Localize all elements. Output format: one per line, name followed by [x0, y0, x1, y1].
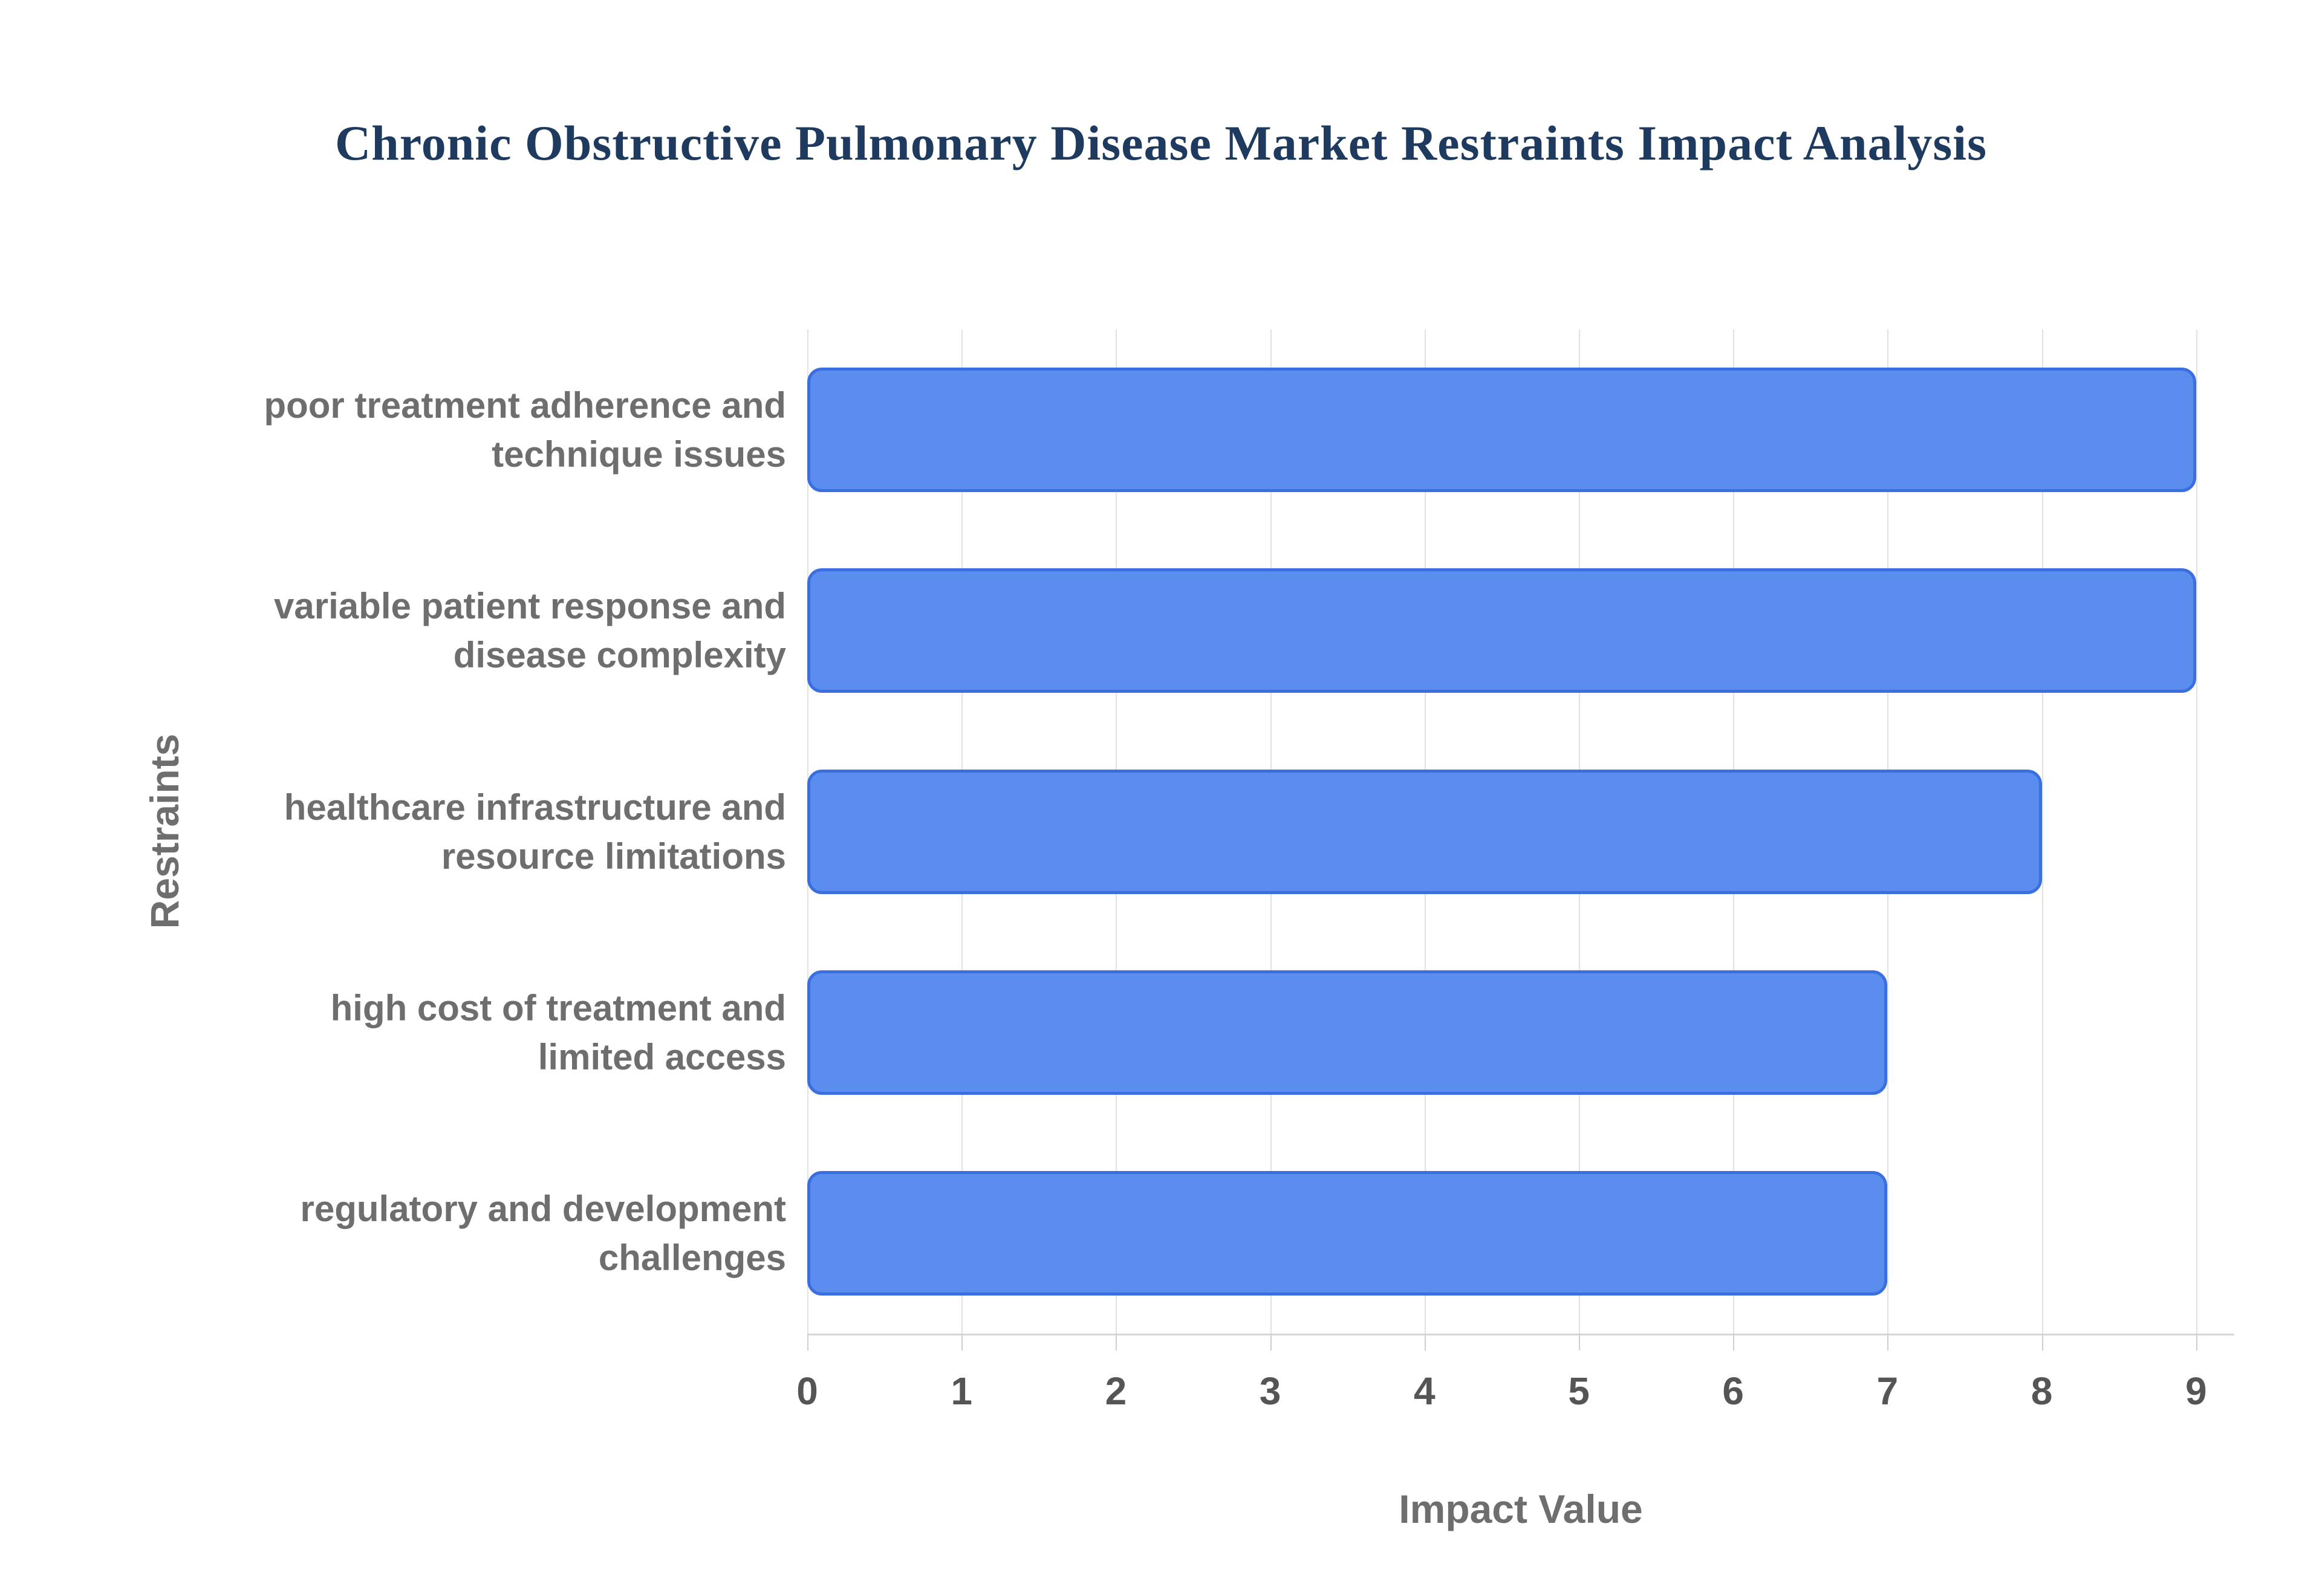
tick-label-x-1: 1 — [951, 1369, 972, 1413]
bar-2 — [807, 769, 2042, 894]
tick-label-x-8: 8 — [2031, 1369, 2053, 1413]
category-label-1: variable patient response and disease com… — [274, 586, 786, 676]
tick-mark-x-5 — [1579, 1334, 1580, 1351]
tick-mark-x-9 — [2196, 1334, 2197, 1351]
tick-mark-x-8 — [2041, 1334, 2043, 1351]
category-label-0: poor treatment adherence and technique is… — [264, 385, 786, 475]
tick-label-x-3: 3 — [1259, 1369, 1281, 1413]
tick-label-x-5: 5 — [1568, 1369, 1590, 1413]
tick-label-x-6: 6 — [1722, 1369, 1744, 1413]
bar-0 — [807, 368, 2196, 493]
chart-title: Chronic Obstructive Pulmonary Disease Ma… — [334, 115, 1988, 170]
tick-mark-x-3 — [1270, 1334, 1272, 1351]
tick-mark-x-1 — [961, 1334, 963, 1351]
x-axis-title: Impact Value — [1399, 1487, 1643, 1531]
gridline-x-8 — [2041, 329, 2043, 1334]
category-label-2: healthcare infrastructure and resource li… — [284, 787, 786, 877]
category-label-4: regulatory and development challenges — [300, 1188, 787, 1278]
tick-label-x-7: 7 — [1876, 1369, 1899, 1413]
bar-1 — [807, 568, 2196, 693]
tick-mark-x-6 — [1733, 1334, 1735, 1351]
tick-label-x-9: 9 — [2185, 1369, 2207, 1413]
plot-area — [807, 329, 2234, 1351]
tick-mark-x-0 — [807, 1334, 808, 1351]
tick-mark-x-2 — [1116, 1334, 1117, 1351]
gridline-x-9 — [2196, 329, 2197, 1334]
category-label-3: high cost of treatment and limited access — [330, 987, 786, 1077]
bar-3 — [807, 970, 1888, 1095]
tick-label-x-4: 4 — [1414, 1369, 1436, 1413]
tick-mark-x-7 — [1887, 1334, 1889, 1351]
tick-label-x-0: 0 — [796, 1369, 818, 1413]
tick-label-x-2: 2 — [1105, 1369, 1127, 1413]
bar-4 — [807, 1170, 1888, 1296]
tick-mark-x-4 — [1424, 1334, 1426, 1351]
